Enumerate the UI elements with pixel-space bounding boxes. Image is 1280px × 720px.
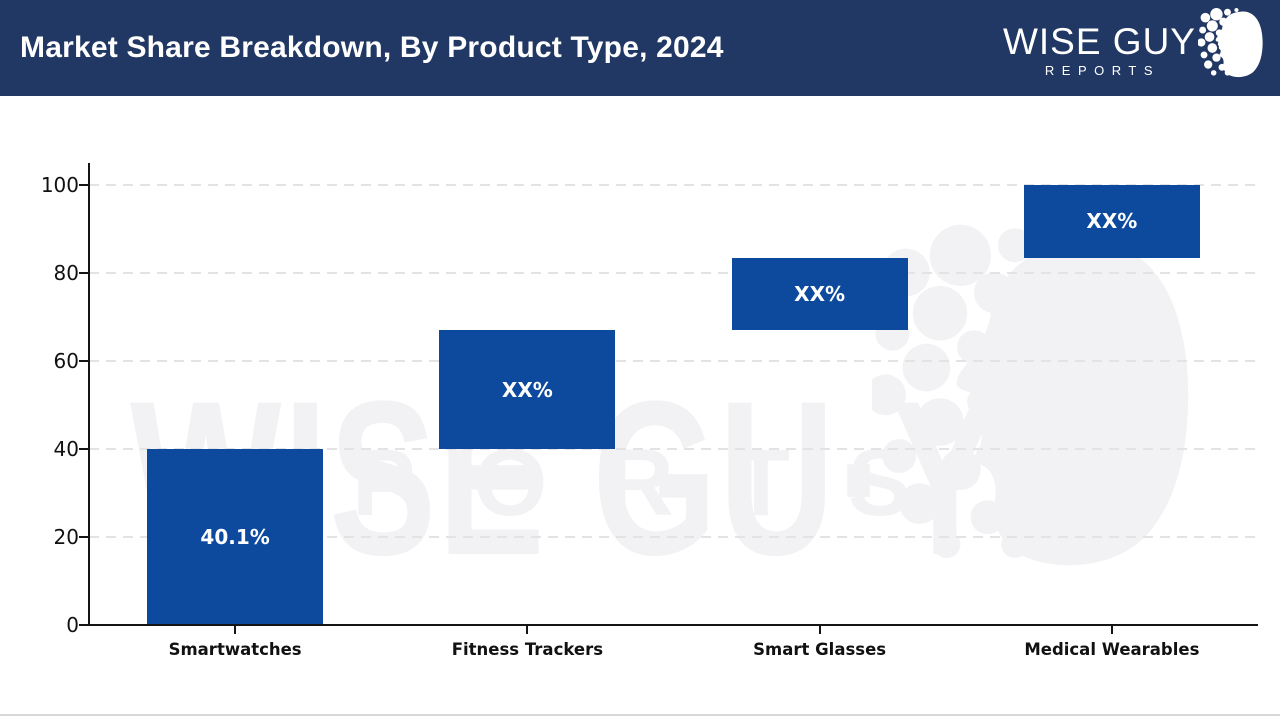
logo-brand-text: WISE GUY (1002, 20, 1196, 62)
bottom-divider (0, 714, 1280, 716)
x-axis-label: Smartwatches (168, 640, 302, 659)
y-axis (88, 163, 90, 626)
bar-fitness-trackers: XX% (439, 330, 616, 449)
gridline (89, 536, 1258, 538)
x-tick (818, 625, 821, 634)
y-tick-label: 40 (53, 437, 79, 461)
y-tick (79, 360, 89, 362)
bar-value-label: XX% (794, 281, 846, 306)
y-tick-label: 80 (53, 261, 79, 285)
y-tick (79, 272, 89, 274)
gridline (89, 184, 1258, 186)
gridline (89, 448, 1258, 450)
x-tick (1110, 625, 1113, 634)
x-tick (234, 625, 237, 634)
y-tick (79, 448, 89, 450)
y-tick-label: 0 (66, 613, 79, 637)
logo-face-icon (1198, 8, 1263, 78)
y-tick-label: 60 (53, 349, 79, 373)
y-tick-label: 100 (40, 173, 79, 197)
gridline (89, 272, 1258, 274)
bar-value-label: 40.1% (200, 524, 270, 549)
x-axis-label: Medical Wearables (1024, 640, 1200, 659)
x-axis-label: Fitness Trackers (451, 640, 604, 659)
y-tick (79, 536, 89, 538)
chart-title: Market Share Breakdown, By Product Type,… (20, 31, 724, 64)
logo-reports-text: REPORTS (1044, 62, 1161, 78)
x-tick (526, 625, 529, 634)
x-axis (88, 624, 1258, 626)
wise-guy-logo: WISE GUY REPORTS (1003, 6, 1268, 90)
y-tick (79, 624, 89, 626)
y-tick (79, 184, 89, 186)
gridline (89, 360, 1258, 362)
bar-smart-glasses: XX% (731, 257, 908, 331)
x-axis-label: Smart Glasses (753, 640, 887, 659)
bar-value-label: XX% (501, 377, 553, 402)
bar-smartwatches: 40.1% (147, 448, 324, 625)
y-tick-label: 20 (53, 525, 79, 549)
header-bar: Market Share Breakdown, By Product Type,… (0, 0, 1280, 96)
bar-value-label: XX% (1086, 209, 1138, 234)
bar-medical-wearables: XX% (1023, 185, 1200, 258)
